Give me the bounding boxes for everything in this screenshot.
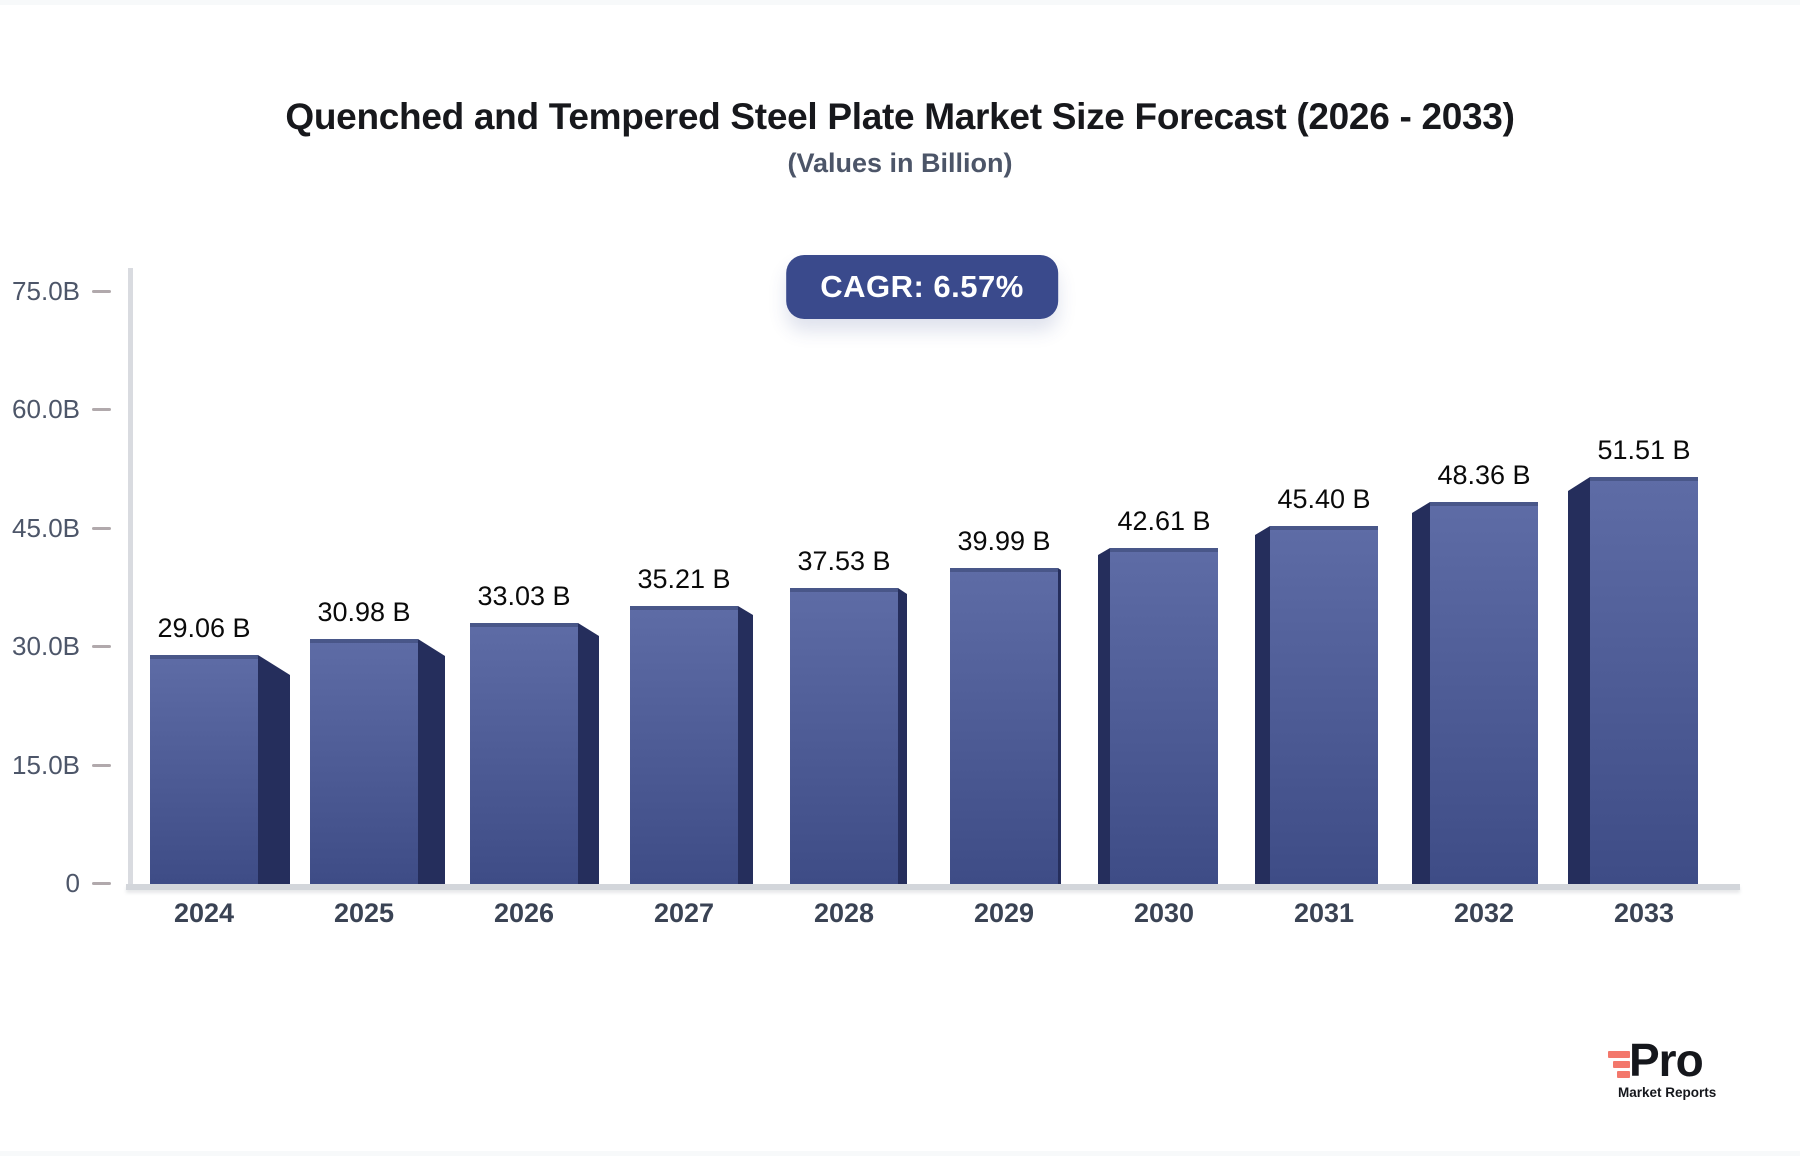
bar-3d-side (1098, 548, 1110, 884)
x-axis-year-label: 2029 (973, 898, 1035, 928)
bar (150, 655, 258, 884)
y-axis-tick-label: 75.0B (12, 276, 80, 306)
y-axis-tick-mark (92, 882, 111, 885)
bar (790, 588, 898, 884)
y-axis-line (128, 268, 133, 890)
bar (1270, 526, 1378, 884)
logo-name: Pro (1629, 1034, 1704, 1086)
bar (1430, 502, 1538, 884)
bar-value-label: 39.99 B (957, 526, 1051, 556)
y-axis-tick-label: 15.0B (12, 749, 80, 780)
x-axis-year-label: 2025 (333, 898, 395, 928)
logo-row: Pro (1608, 1034, 1716, 1086)
bar (470, 623, 578, 884)
x-axis-year-label: 2028 (813, 898, 875, 928)
pro-market-reports-logo: Pro Market Reports (1608, 1034, 1717, 1100)
logo-bar-middle (1613, 1061, 1630, 1068)
bar-value-label: 37.53 B (797, 546, 891, 576)
bar-value-label: 35.21 B (637, 564, 731, 594)
bar-3d-side (738, 606, 753, 884)
bar (630, 606, 738, 884)
bar-value-label: 45.40 B (1277, 484, 1371, 514)
y-axis-tick-mark (92, 526, 111, 530)
bar-value-label: 51.51 B (1597, 435, 1691, 465)
top-edge-strip (0, 0, 1800, 5)
y-axis-tick-mark (92, 408, 111, 412)
y-axis-tick-mark (92, 763, 111, 767)
x-axis-year-label: 2024 (173, 898, 235, 928)
x-axis-year-label: 2031 (1293, 898, 1355, 928)
x-axis-year-label: 2030 (1133, 898, 1195, 928)
bar-value-label: 30.98 B (317, 597, 411, 627)
x-axis-year-label: 2027 (653, 898, 715, 928)
logo-tagline: Market Reports (1618, 1085, 1717, 1100)
bar-3d-side (1412, 502, 1430, 884)
bar-3d-side (1568, 477, 1590, 884)
bar-3d-side (898, 588, 907, 884)
bar (1590, 477, 1698, 884)
chart-title: Quenched and Tempered Steel Plate Market… (285, 96, 1515, 137)
x-axis-year-label: 2032 (1453, 898, 1515, 928)
logo-bar-top (1608, 1051, 1630, 1058)
x-axis-line (126, 884, 1740, 890)
y-axis-tick-label: 0 (65, 868, 80, 898)
bar-3d-side (1058, 568, 1061, 884)
bar-3d-side (258, 655, 290, 884)
y-axis-tick-label: 30.0B (12, 631, 80, 662)
bar (950, 568, 1058, 884)
bar-3d-side (578, 623, 599, 884)
bar-3d-side (1255, 526, 1270, 884)
logo-bar-bottom (1617, 1071, 1630, 1078)
y-axis-tick-mark (92, 290, 111, 293)
y-axis-tick-mark (92, 645, 111, 649)
bar-value-label: 42.61 B (1117, 506, 1211, 536)
chart-subtitle: (Values in Billion) (787, 148, 1013, 178)
bar (1110, 548, 1218, 884)
bottom-edge-strip (0, 1151, 1800, 1156)
bar-3d-side (418, 639, 445, 884)
y-axis-tick-label: 60.0B (12, 394, 80, 425)
bar (310, 639, 418, 884)
bar-value-label: 29.06 B (157, 613, 251, 643)
bar-value-label: 48.36 B (1437, 460, 1531, 490)
x-axis-year-label: 2033 (1613, 898, 1675, 928)
x-axis-year-label: 2026 (493, 898, 555, 928)
bar-value-label: 33.03 B (477, 581, 571, 611)
cagr-badge: CAGR: 6.57% (786, 255, 1058, 319)
logo-bars-icon (1608, 1051, 1630, 1081)
y-axis-tick-label: 45.0B (12, 512, 80, 543)
